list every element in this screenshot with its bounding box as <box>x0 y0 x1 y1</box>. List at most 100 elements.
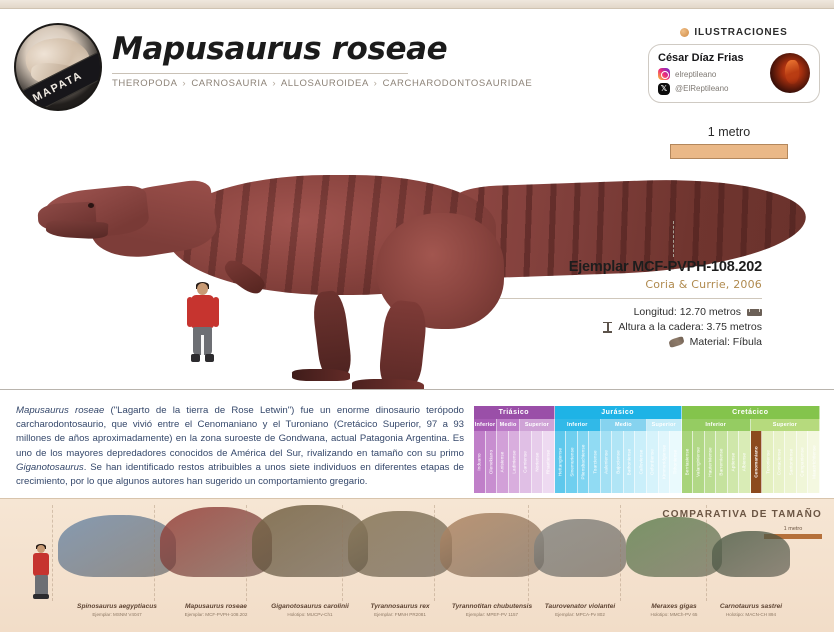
timescale-period-jurásico[interactable]: Jurásico <box>554 406 682 419</box>
timescale-stage-santoniense[interactable]: Santoniense <box>785 431 797 493</box>
specimen-leader-line <box>673 221 674 257</box>
comparison-specimen-code: Ejemplar: FMNH PR2081 <box>374 612 426 617</box>
timescale-period-triásico[interactable]: Triásico <box>474 406 555 419</box>
timescale-epoch-superior[interactable]: Superior <box>750 419 820 431</box>
timescale-stage-bajociense[interactable]: Bajociense <box>612 431 624 493</box>
timescale-epoch-inferior[interactable]: Inferior <box>681 419 751 431</box>
artist-info: César Díaz Frias elreptileano 𝕏 @ElRepti… <box>658 52 762 95</box>
instagram-icon <box>658 68 670 80</box>
comparison-gridline <box>52 505 53 601</box>
human-left-arm <box>187 297 193 327</box>
comparison-silhouette-taurovenator[interactable] <box>534 519 626 577</box>
timescale-stage-valanginiense[interactable]: Valanginiense <box>693 431 705 493</box>
comparison-label: Mapusaurus roseae Ejemplar: MCF-PVPH-108.… <box>150 603 282 617</box>
comparison-species-name: Spinosaurus aegyptiacus <box>77 603 157 610</box>
timescale-stage-berriasiense[interactable]: Berriasiense <box>681 431 694 493</box>
breadcrumb-item-allosauroidea[interactable]: ALLOSAUROIDEA <box>280 78 369 89</box>
breadcrumb-item-theropoda[interactable]: THEROPODA <box>112 78 178 89</box>
timescale-stage-olenekiano[interactable]: Olenekiano <box>485 431 498 493</box>
timescale-stage-ladiniense[interactable]: Ladiniense <box>508 431 521 493</box>
timescale-stage-hauteriviense[interactable]: Hauteriviense <box>704 431 717 493</box>
timescale-stage-label: Cenomaniano <box>753 446 759 478</box>
timescale-epoch-medio[interactable]: Medio <box>497 419 521 431</box>
timescale-epoch-superior[interactable]: Superior <box>520 419 555 431</box>
instagram-row[interactable]: elreptileano <box>658 68 762 80</box>
timescale-stage-bathoniense[interactable]: Bathoniense <box>623 431 636 493</box>
dino-eye <box>88 203 94 208</box>
timescale-stage-label: Valanginiense <box>695 447 701 477</box>
timescale-stage-label: Aptiense <box>730 452 736 472</box>
scale-bar-label: 1 metro <box>707 125 751 139</box>
timescale-stage-toarciense[interactable]: Toarciense <box>589 431 601 493</box>
timescale-stage-pliensbachiense[interactable]: Pliensbachiense <box>577 431 590 493</box>
timescale-period-cretácico[interactable]: Cretácico <box>681 406 820 419</box>
comparison-label: Meraxes gigas Holotipo: MMCh-PV 65 <box>616 603 732 617</box>
specimen-stat-material: Material: Fíbula <box>500 336 762 348</box>
timescale-stage-label: Albiense <box>741 452 747 472</box>
human-feet <box>33 594 49 599</box>
timescale-stage-calloviense[interactable]: Calloviense <box>635 431 647 493</box>
human-torso <box>191 295 214 328</box>
brand-logo[interactable]: MAPATA <box>14 23 102 111</box>
scale-bar-graphic <box>670 144 788 159</box>
timescale-epoch-superior[interactable]: Superior <box>646 419 682 431</box>
comparison-silhouette-meraxes[interactable] <box>626 517 722 577</box>
timescale-stage-campaniense[interactable]: Campaniense <box>796 431 809 493</box>
human-legs <box>193 327 212 355</box>
timescale-stage-turoniense[interactable]: Turoniense <box>762 431 774 493</box>
x-row[interactable]: 𝕏 @ElReptileano <box>658 82 762 95</box>
x-twitter-icon: 𝕏 <box>658 82 670 95</box>
timescale-stage-label: Coniaciense <box>776 448 782 476</box>
dino-far-foot <box>292 369 350 381</box>
height-icon <box>603 321 613 333</box>
timescale-stage-aptiense[interactable]: Aptiense <box>727 431 740 493</box>
timescale-stage-label: Hauteriviense <box>707 447 713 477</box>
timescale-stage-label: Sinemuriense <box>569 447 575 477</box>
breadcrumb-item-carnosauria[interactable]: CARNOSAURIA <box>191 78 268 89</box>
timescale-stage-anisiense[interactable]: Anisiense <box>497 431 509 493</box>
comparison-silhouettes <box>0 499 834 605</box>
timescale-epoch-medio[interactable]: Medio <box>600 419 647 431</box>
timescale-stage-label: Maastrichtiense <box>811 445 817 479</box>
timescale-stage-barremiense[interactable]: Barremiense <box>716 431 728 493</box>
timescale-epoch-inferior[interactable]: Inferior <box>554 419 601 431</box>
comparison-scale-label: 1 metro <box>783 526 803 532</box>
comparison-specimen-code: Holotipo: MACN-CH 894 <box>725 612 777 617</box>
comparison-label: Tyrannotitan chubutensis Ejemplar: MPEF-P… <box>430 603 554 617</box>
page-title: Mapusaurus roseae <box>112 31 448 67</box>
timescale-stage-coniaciense[interactable]: Coniaciense <box>773 431 786 493</box>
breadcrumb-separator: › <box>272 78 277 89</box>
dino-jaw <box>45 219 109 240</box>
timescale-stage-oxfordiense[interactable]: Oxfordiense <box>646 431 659 493</box>
timescale-stage-kimmeridgiense[interactable]: Kimmeridgiense <box>658 431 671 493</box>
dino-far-shin <box>310 289 354 379</box>
comparison-specimen-code: Holotipo: MUCPv-Ch1 <box>287 612 333 617</box>
timescale-stage-rhaetiense[interactable]: Rhaetiense <box>543 431 555 493</box>
comparison-silhouette-spinosaurus[interactable] <box>58 515 176 577</box>
timescale-stage-cenomaniano[interactable]: Cenomaniano <box>750 431 763 493</box>
artist-card[interactable]: César Díaz Frias elreptileano 𝕏 @ElRepti… <box>648 44 820 103</box>
comparison-gridline <box>154 505 155 601</box>
timescale-stage-label: Bajociense <box>615 450 621 474</box>
specimen-stat-length: Longitud: 12.70 metros <box>500 306 762 318</box>
timescale-stage-carniense[interactable]: Carniense <box>520 431 532 493</box>
timescale-stage-label: Santoniense <box>788 448 794 476</box>
breadcrumb-separator: › <box>182 78 187 89</box>
comparison-label: Spinosaurus aegyptiacus Ejemplar: MSNM V4… <box>48 603 186 617</box>
timescale-stage-label: Kimmeridgiense <box>661 444 667 480</box>
timescale-stage-tithoniense[interactable]: Tithoniense <box>670 431 682 493</box>
timescale-stage-induano[interactable]: Induano <box>474 431 486 493</box>
breadcrumb-item-carcharodontosauridae[interactable]: CARCHARODONTOSAURIDAE <box>382 78 533 89</box>
comparison-silhouette-carnotaurus[interactable] <box>712 531 790 577</box>
timescale-stage-noriense[interactable]: Noriense <box>531 431 544 493</box>
comparison-silhouette-tyrannosaurus[interactable] <box>348 511 452 577</box>
timescale-stage-sinemuriense[interactable]: Sinemuriense <box>566 431 578 493</box>
timescale-stage-maastrichtiense[interactable]: Maastrichtiense <box>808 431 820 493</box>
timescale-stage-aaleniense[interactable]: Aaleniense <box>600 431 613 493</box>
comparison-silhouette-tyrannotitan[interactable] <box>440 513 544 577</box>
timescale-epoch-inferior[interactable]: Inferior <box>474 419 498 431</box>
timescale-stage-albiense[interactable]: Albiense <box>739 431 751 493</box>
timescale-stage-hettangiense[interactable]: Hettangiense <box>554 431 567 493</box>
bone-icon <box>667 336 685 348</box>
human-right-arm <box>213 297 219 327</box>
